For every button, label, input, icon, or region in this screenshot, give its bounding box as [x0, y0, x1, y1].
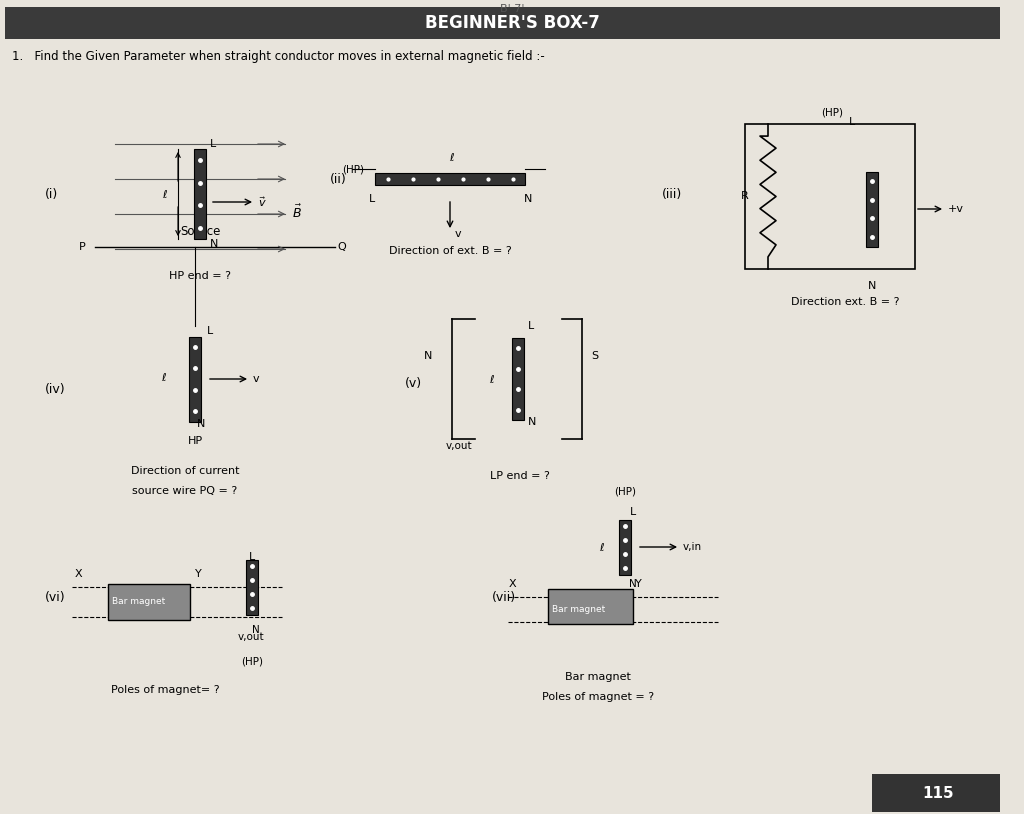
Text: L: L — [849, 117, 855, 127]
Text: (iv): (iv) — [45, 383, 66, 396]
Text: Direction of ext. B = ?: Direction of ext. B = ? — [389, 246, 511, 256]
Text: N: N — [629, 579, 637, 589]
Bar — [745, 124, 915, 269]
Text: $\ell$: $\ell$ — [488, 373, 495, 385]
Text: v: v — [253, 374, 260, 384]
Text: HP end = ?: HP end = ? — [169, 271, 231, 281]
Text: v,in: v,in — [683, 542, 702, 552]
Text: $\ell$: $\ell$ — [449, 151, 455, 163]
Text: (vii): (vii) — [492, 590, 516, 603]
Text: L: L — [249, 552, 255, 562]
Text: 1.   Find the Given Parameter when straight conductor moves in external magnetic: 1. Find the Given Parameter when straigh… — [12, 50, 545, 63]
Text: +v: +v — [948, 204, 964, 214]
Text: N: N — [524, 194, 532, 204]
Bar — [512, 338, 524, 420]
Text: (vi): (vi) — [45, 590, 66, 603]
Text: N: N — [528, 417, 537, 427]
Bar — [108, 584, 190, 620]
Text: BEGINNER'S BOX-7: BEGINNER'S BOX-7 — [425, 14, 599, 32]
Text: (HP): (HP) — [241, 657, 263, 667]
Text: L: L — [630, 507, 636, 517]
Text: N: N — [424, 351, 432, 361]
Text: (v): (v) — [406, 378, 422, 391]
Text: HP: HP — [187, 436, 203, 446]
Text: L: L — [528, 321, 535, 331]
Text: N: N — [867, 281, 877, 291]
Text: N: N — [210, 239, 218, 249]
Text: (HP): (HP) — [614, 487, 636, 497]
Text: Bar magnet: Bar magnet — [565, 672, 631, 682]
Text: B' 7': B' 7' — [500, 4, 524, 14]
Text: L: L — [369, 194, 375, 204]
Text: Direction of current: Direction of current — [131, 466, 240, 476]
Bar — [5, 7, 1000, 39]
Bar — [246, 559, 258, 615]
Bar — [194, 149, 206, 239]
Text: Poles of magnet = ?: Poles of magnet = ? — [542, 692, 654, 702]
Bar — [872, 774, 1000, 812]
Bar — [548, 589, 633, 624]
Text: LP end = ?: LP end = ? — [490, 471, 550, 481]
Text: P: P — [79, 242, 85, 252]
Text: Bar magnet: Bar magnet — [112, 597, 165, 606]
Text: $\ell$: $\ell$ — [162, 188, 168, 200]
Bar — [618, 519, 631, 575]
Text: Y: Y — [195, 569, 202, 579]
Text: L: L — [207, 326, 213, 336]
Text: source wire PQ = ?: source wire PQ = ? — [132, 486, 238, 496]
Text: L: L — [210, 139, 216, 149]
Text: Direction ext. B = ?: Direction ext. B = ? — [791, 297, 899, 307]
Text: N: N — [197, 419, 206, 429]
Bar — [866, 172, 878, 247]
Text: (ii): (ii) — [330, 173, 347, 186]
Text: Bar magnet: Bar magnet — [552, 605, 605, 614]
Text: v: v — [455, 229, 462, 239]
Text: (HP): (HP) — [821, 107, 843, 117]
Text: S: S — [592, 351, 599, 361]
Text: $\ell$: $\ell$ — [161, 371, 167, 383]
Text: N: N — [252, 625, 260, 635]
Text: v,out: v,out — [238, 632, 264, 642]
Text: X: X — [508, 579, 516, 589]
Text: $\vec{B}$: $\vec{B}$ — [292, 204, 302, 221]
Text: (i): (i) — [45, 187, 58, 200]
Text: $\ell$: $\ell$ — [599, 541, 605, 553]
Text: 115: 115 — [923, 786, 953, 800]
Text: R: R — [741, 191, 749, 201]
Text: Poles of magnet= ?: Poles of magnet= ? — [111, 685, 219, 695]
Text: Source: Source — [180, 225, 220, 238]
Bar — [375, 173, 525, 185]
Text: $\vec{v}$: $\vec{v}$ — [258, 195, 266, 209]
Text: v,out: v,out — [445, 441, 472, 451]
Text: Q: Q — [338, 242, 346, 252]
Text: (iii): (iii) — [662, 187, 682, 200]
Text: X: X — [74, 569, 82, 579]
Text: (HP): (HP) — [342, 164, 364, 174]
Text: Y: Y — [635, 579, 641, 589]
Bar — [189, 336, 201, 422]
